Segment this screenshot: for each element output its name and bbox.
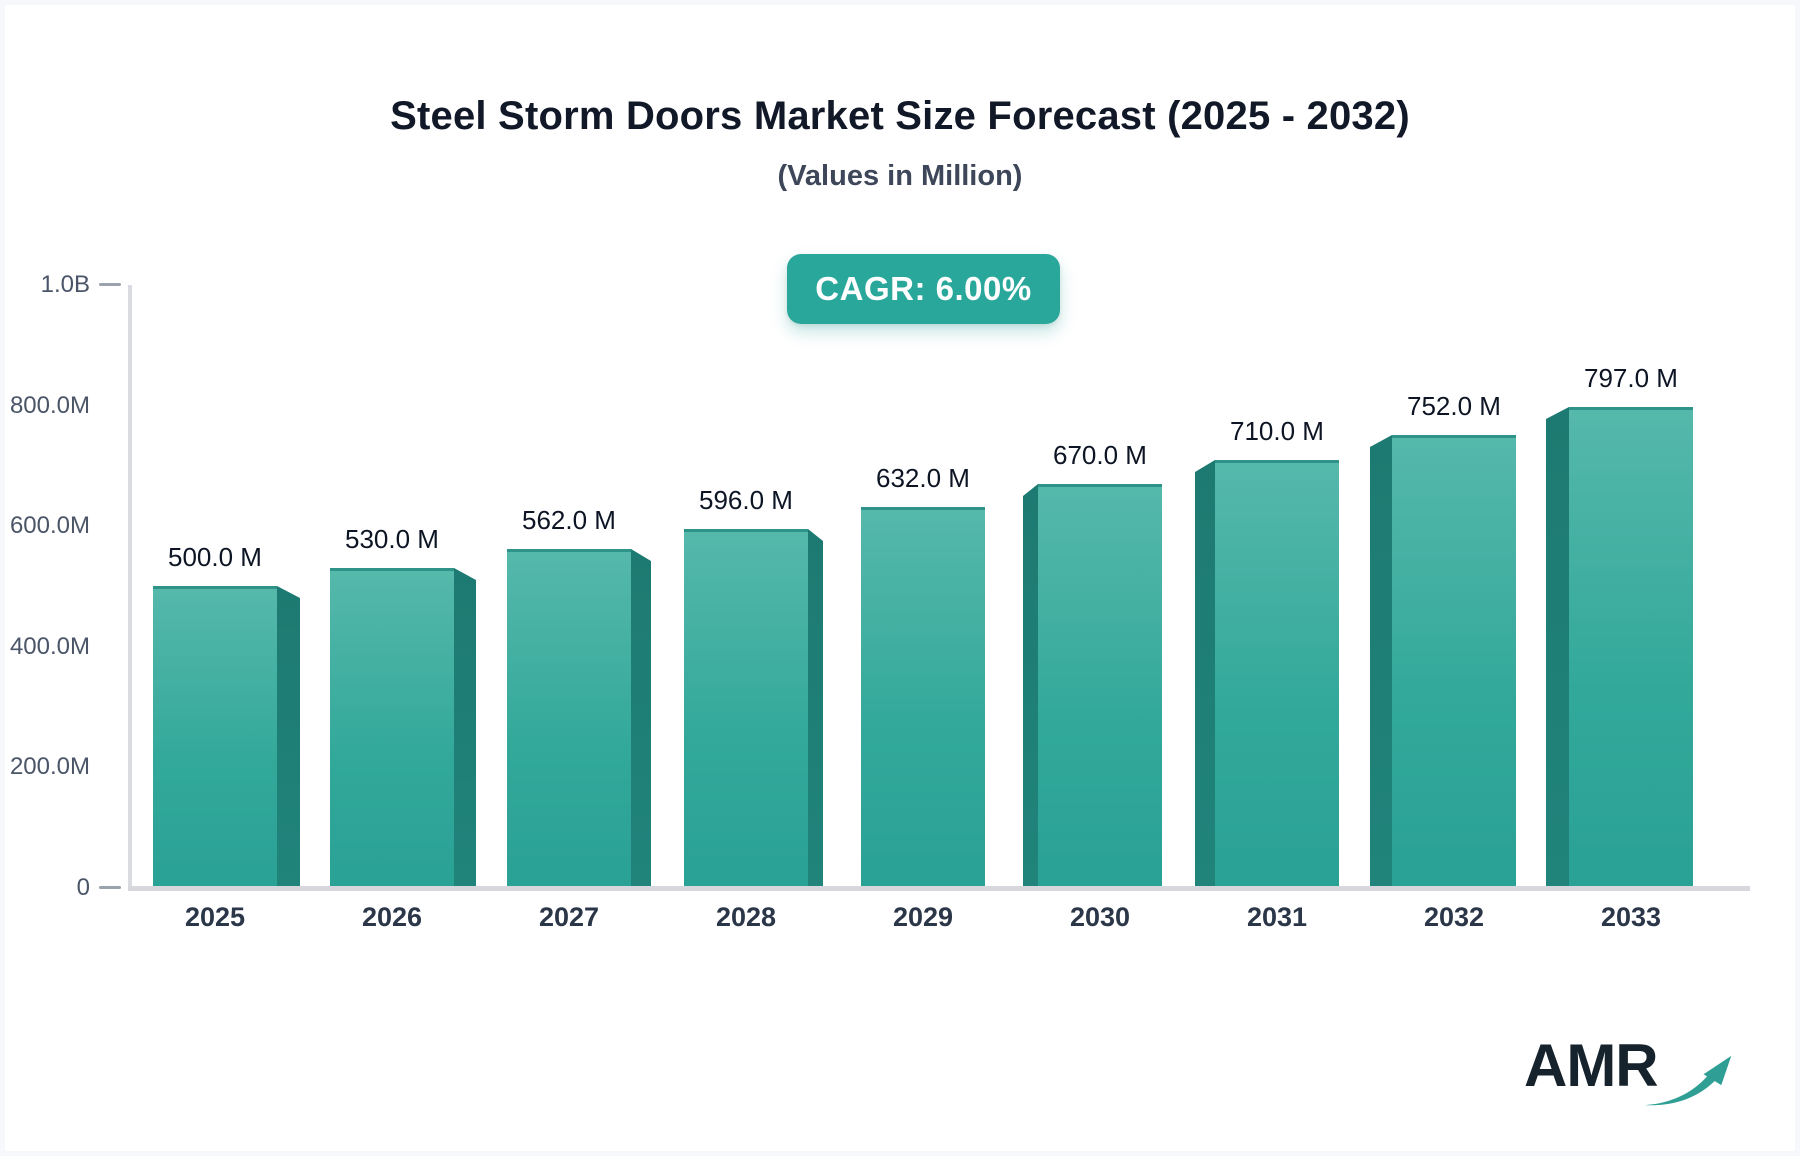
bar-side-face-2033 <box>1546 407 1569 888</box>
bar-side-face-2032 <box>1370 435 1392 888</box>
bar-side-face-2027 <box>631 549 651 888</box>
bar-2033[interactable] <box>1569 407 1693 888</box>
x-axis-label: 2027 <box>538 902 600 932</box>
x-axis-label: 2031 <box>1246 902 1308 932</box>
x-axis-label: 2026 <box>361 902 423 932</box>
bar-2029[interactable] <box>861 507 985 888</box>
x-axis-label: 2032 <box>1423 902 1485 932</box>
bar-value-label: 752.0 M <box>1407 391 1501 421</box>
bar-2027[interactable] <box>507 549 631 888</box>
bar-side-face-2028 <box>808 529 823 888</box>
x-axis-label: 2033 <box>1600 902 1662 932</box>
y-axis-tick-label: 1.0B <box>40 271 90 298</box>
y-axis-tick-mark <box>99 886 121 889</box>
x-axis-label: 2028 <box>715 902 777 932</box>
bar-value-label: 632.0 M <box>876 463 970 493</box>
y-axis-tick-label: 800.0M <box>9 391 90 419</box>
growth-arrow-icon <box>1644 1055 1731 1106</box>
y-axis-tick-label: 0 <box>76 874 90 901</box>
amr-logo: AMR <box>1524 1034 1734 1124</box>
cagr-badge: CAGR: 6.00% <box>787 254 1060 324</box>
bar-value-label: 797.0 M <box>1584 363 1678 393</box>
y-axis-tick-mark <box>99 283 121 286</box>
y-axis-tick-label: 400.0M <box>9 632 90 660</box>
cagr-badge-label: CAGR: 6.00% <box>815 270 1032 307</box>
y-axis-tick-label: 200.0M <box>9 753 90 781</box>
chart-subtitle: (Values in Million) <box>777 160 1023 192</box>
y-axis-line <box>128 285 132 890</box>
x-axis-label: 2030 <box>1069 902 1131 932</box>
bar-value-label: 562.0 M <box>522 505 616 535</box>
amr-logo-text: AMR <box>1524 1032 1659 1099</box>
bar-2030[interactable] <box>1038 484 1162 888</box>
x-axis-line <box>128 886 1750 891</box>
bar-value-label: 596.0 M <box>699 485 793 515</box>
bar-side-face-2025 <box>277 586 300 888</box>
bar-value-label: 670.0 M <box>1053 440 1147 470</box>
bar-side-face-2030 <box>1023 484 1038 888</box>
chart-title: Steel Storm Doors Market Size Forecast (… <box>390 94 1410 138</box>
bar-side-face-2026 <box>454 568 476 888</box>
bar-value-label: 710.0 M <box>1230 416 1324 446</box>
bar-value-label: 500.0 M <box>168 542 262 572</box>
bar-2031[interactable] <box>1215 460 1339 888</box>
bar-2026[interactable] <box>330 568 454 888</box>
bar-side-face-2031 <box>1195 460 1215 888</box>
bar-2028[interactable] <box>684 529 808 888</box>
bar-2025[interactable] <box>153 586 277 888</box>
bar-value-label: 530.0 M <box>345 524 439 554</box>
x-axis-label: 2029 <box>892 902 954 932</box>
x-axis-label: 2025 <box>184 902 246 932</box>
bar-2032[interactable] <box>1392 435 1516 888</box>
y-axis-tick-label: 600.0M <box>9 512 90 540</box>
